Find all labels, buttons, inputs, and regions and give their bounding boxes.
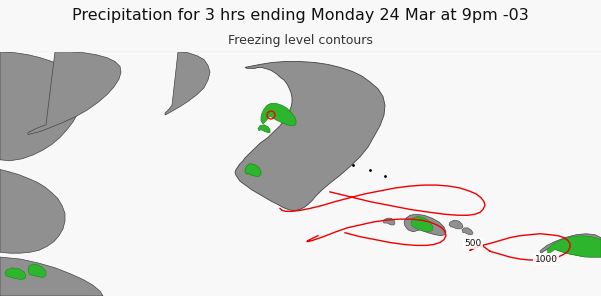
Polygon shape <box>235 62 385 210</box>
Text: 500: 500 <box>465 239 481 248</box>
Polygon shape <box>540 234 601 257</box>
Polygon shape <box>383 218 395 225</box>
Polygon shape <box>0 52 82 161</box>
Text: 1000: 1000 <box>534 255 558 263</box>
Polygon shape <box>404 214 446 236</box>
Polygon shape <box>0 170 65 253</box>
Polygon shape <box>5 268 26 279</box>
Polygon shape <box>261 103 296 126</box>
Polygon shape <box>165 52 210 115</box>
Polygon shape <box>411 216 433 232</box>
Polygon shape <box>462 228 473 235</box>
Polygon shape <box>0 257 103 296</box>
Text: Precipitation for 3 hrs ending Monday 24 Mar at 9pm -03: Precipitation for 3 hrs ending Monday 24… <box>72 8 529 23</box>
Polygon shape <box>258 125 270 133</box>
Polygon shape <box>449 220 463 229</box>
Polygon shape <box>245 164 261 176</box>
Polygon shape <box>547 236 601 257</box>
Polygon shape <box>28 52 121 134</box>
Polygon shape <box>28 264 46 278</box>
Text: Freezing level contours: Freezing level contours <box>228 34 373 47</box>
